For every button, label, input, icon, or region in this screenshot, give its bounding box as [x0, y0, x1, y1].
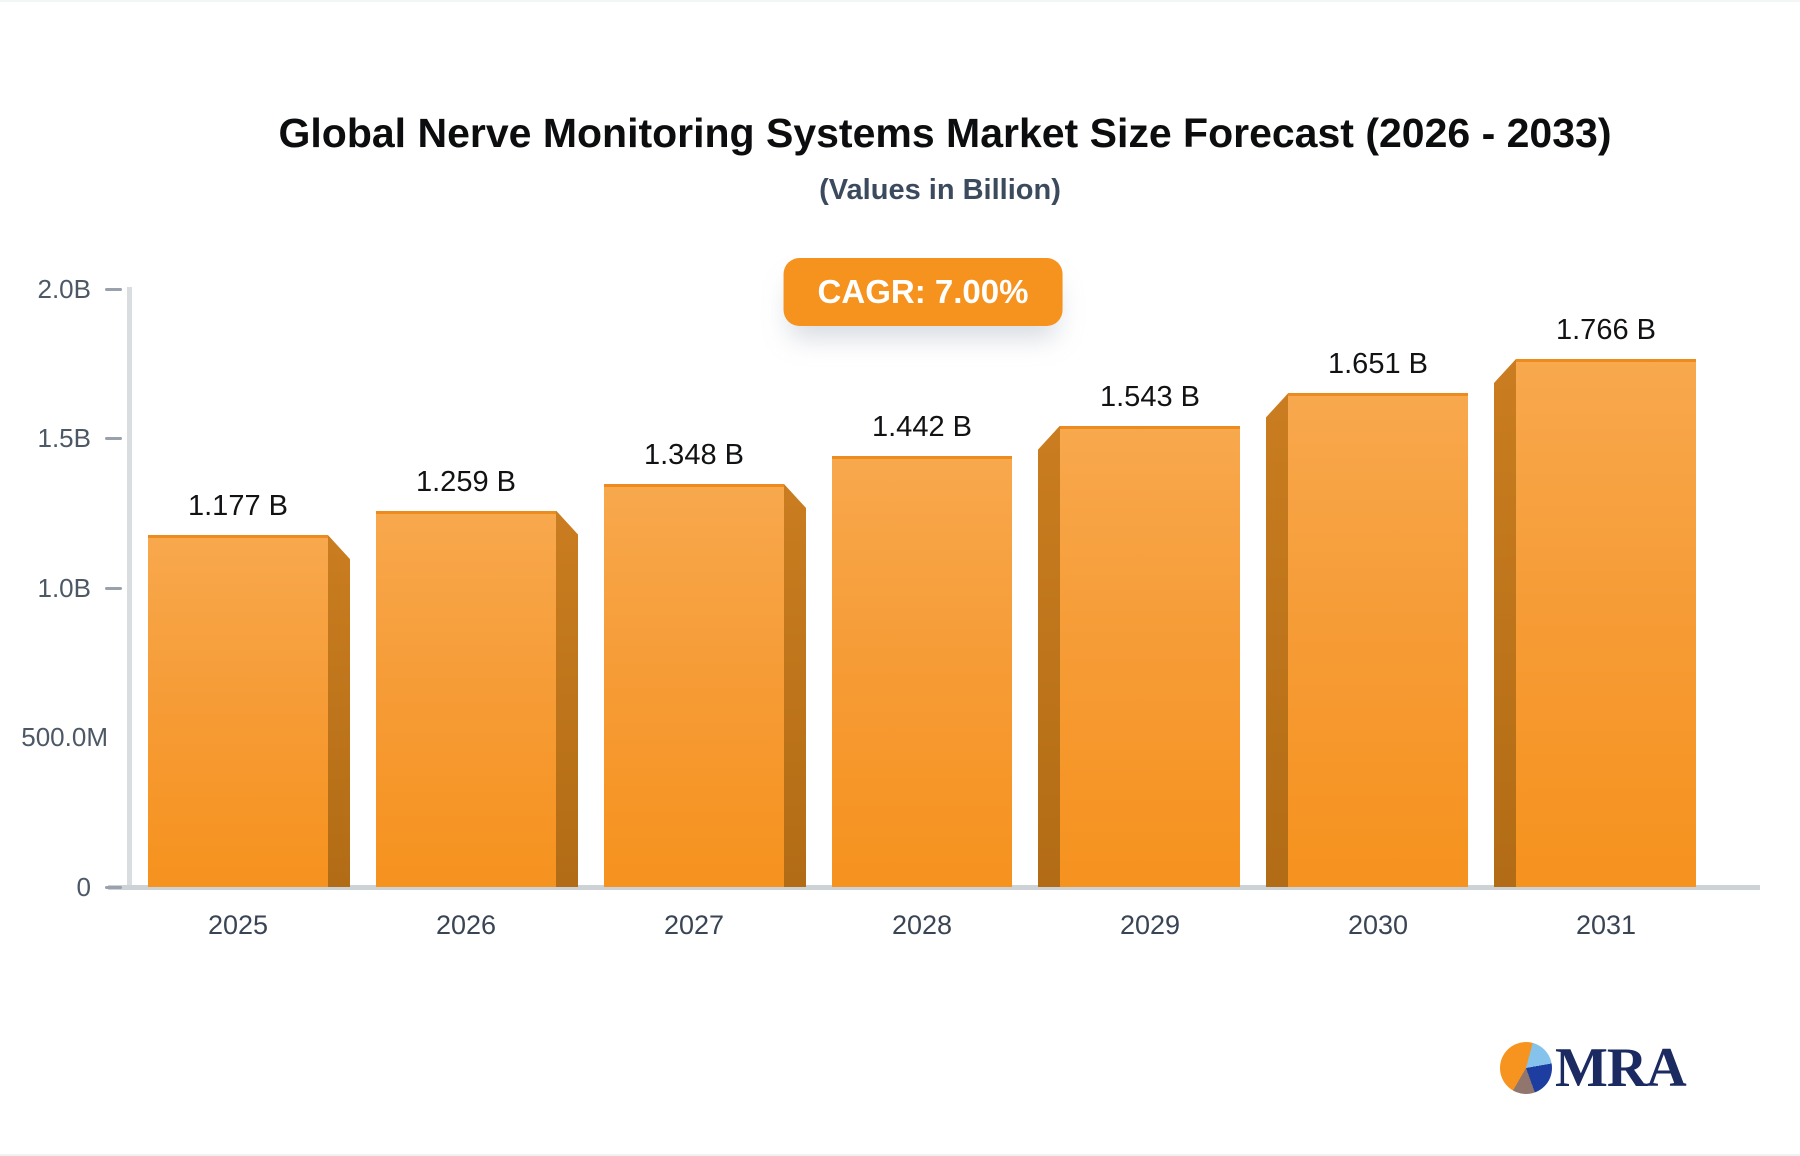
brand-logo-text: MRA: [1555, 1037, 1687, 1099]
y-axis-tick: 1.0B: [0, 571, 122, 605]
y-axis-tick-label: 1.0B: [37, 572, 92, 603]
y-axis-line: [127, 287, 132, 889]
brand-logo: MRA: [1500, 1037, 1687, 1099]
bar: [1516, 358, 1696, 887]
x-axis-label: 2025: [207, 910, 269, 940]
bar-value-label: 1.543 B: [1100, 380, 1200, 413]
bar-side: [1494, 358, 1516, 887]
bar-value-label: 1.259 B: [416, 465, 516, 498]
y-axis-tick: 1.5B: [0, 422, 122, 456]
y-axis-tick-label: 1.5B: [37, 423, 92, 453]
bar-side: [1038, 425, 1060, 887]
bar-value-label: 1.766 B: [1556, 313, 1656, 346]
y-axis-tick: 0: [0, 870, 122, 904]
bar-side: [784, 483, 806, 887]
pie-chart-icon: [1500, 1042, 1552, 1094]
chart-subtitle: (Values in Billion): [819, 174, 1061, 206]
x-axis-label: 2030: [1347, 910, 1409, 940]
y-axis-tick: 2.0B: [0, 272, 122, 306]
x-axis-label: 2031: [1575, 910, 1637, 940]
x-axis-label: 2029: [1119, 910, 1181, 940]
tick-dash: [105, 437, 122, 440]
tick-dash: [105, 287, 122, 291]
bar: [148, 535, 328, 887]
bar-value-label: 1.442 B: [872, 410, 972, 443]
bar: [376, 510, 556, 887]
y-axis-tick-label: 0: [76, 871, 91, 902]
cagr-badge: CAGR: 7.00%: [783, 258, 1063, 326]
x-axis-label: 2026: [435, 910, 497, 940]
y-axis-tick-label: 500.0M: [21, 722, 108, 752]
y-axis-tick-label: 2.0B: [37, 273, 92, 304]
bar: [832, 455, 1012, 887]
bar-value-label: 1.651 B: [1328, 348, 1428, 381]
bar-side: [328, 535, 350, 887]
bar-value-label: 1.348 B: [644, 438, 744, 471]
tick-dash: [105, 885, 122, 889]
tick-dash: [105, 586, 122, 590]
bar-side: [1266, 393, 1288, 887]
bar: [1060, 425, 1240, 887]
bar: [1288, 393, 1468, 887]
bar-side: [556, 510, 578, 887]
x-axis-label: 2027: [663, 910, 725, 940]
y-axis-tick: 500.0M: [0, 721, 122, 755]
x-axis-baseline: [108, 885, 1760, 890]
x-axis-label: 2028: [891, 910, 953, 940]
chart-title: Global Nerve Monitoring Systems Market S…: [278, 110, 1612, 156]
bar-value-label: 1.177 B: [188, 490, 288, 523]
bar: [604, 483, 784, 887]
